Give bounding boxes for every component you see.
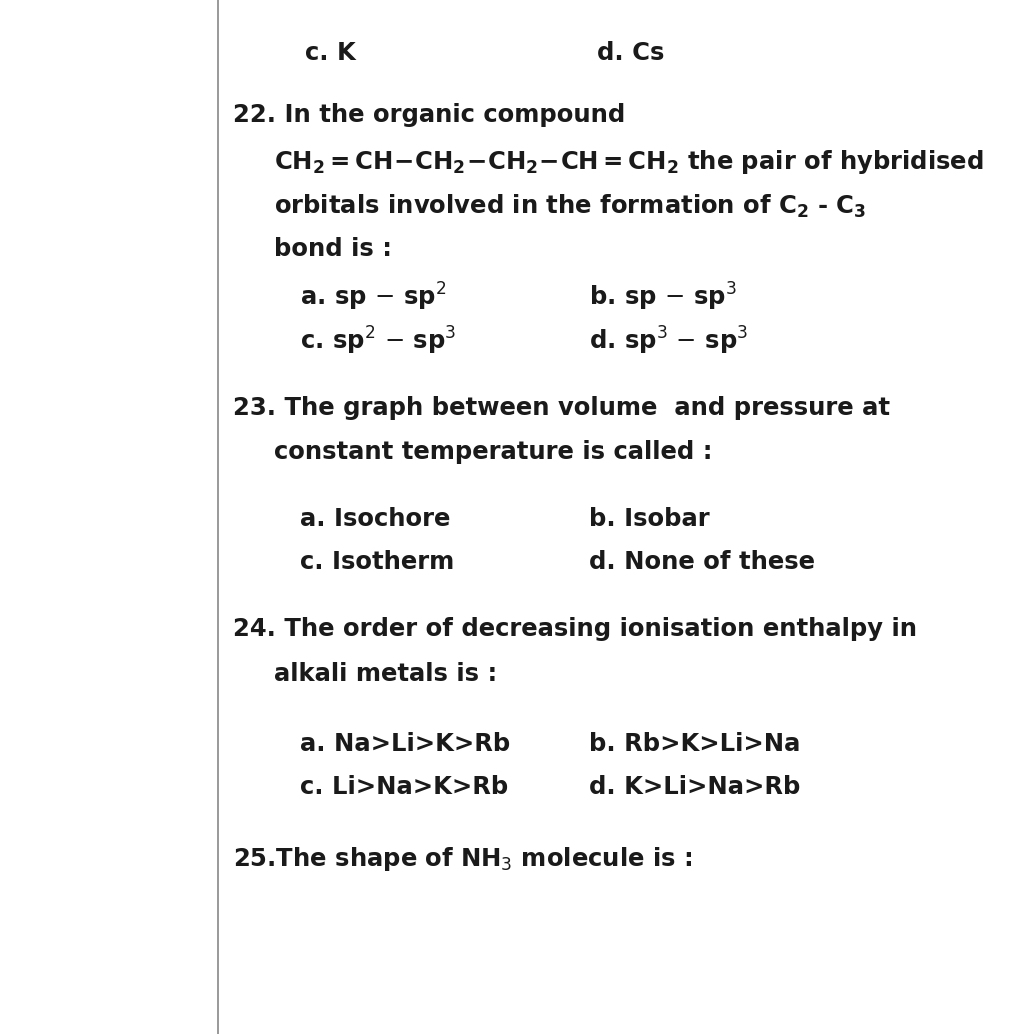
Text: constant temperature is called :: constant temperature is called :	[274, 440, 713, 464]
Text: c. sp$^2$ $-$ sp$^3$: c. sp$^2$ $-$ sp$^3$	[300, 325, 457, 357]
Text: d. sp$^3$ $-$ sp$^3$: d. sp$^3$ $-$ sp$^3$	[589, 325, 749, 357]
Text: d. K>Li>Na>Rb: d. K>Li>Na>Rb	[589, 776, 800, 799]
Text: bond is :: bond is :	[274, 237, 392, 261]
Text: 24. The order of decreasing ionisation enthalpy in: 24. The order of decreasing ionisation e…	[233, 617, 918, 641]
Text: c. Isotherm: c. Isotherm	[300, 550, 455, 574]
Text: orbitals involved in the formation of $\mathbf{C_2}$ - $\mathbf{C_3}$: orbitals involved in the formation of $\…	[274, 192, 866, 219]
Text: a. Na>Li>K>Rb: a. Na>Li>K>Rb	[300, 732, 510, 756]
Text: 23. The graph between volume  and pressure at: 23. The graph between volume and pressur…	[233, 396, 891, 420]
Text: d. Cs: d. Cs	[597, 41, 665, 65]
Text: 22. In the organic compound: 22. In the organic compound	[233, 103, 626, 127]
Text: a. Isochore: a. Isochore	[300, 507, 451, 530]
Text: $\mathbf{CH_2=CH\!-\!CH_2\!-\!CH_2\!-\!CH=CH_2}$ the pair of hybridised: $\mathbf{CH_2=CH\!-\!CH_2\!-\!CH_2\!-\!C…	[274, 148, 984, 176]
Text: c. Li>Na>K>Rb: c. Li>Na>K>Rb	[300, 776, 508, 799]
Text: b. Rb>K>Li>Na: b. Rb>K>Li>Na	[589, 732, 800, 756]
Text: b. sp $-$ sp$^3$: b. sp $-$ sp$^3$	[589, 281, 736, 313]
Text: a. sp $-$ sp$^2$: a. sp $-$ sp$^2$	[300, 281, 446, 313]
Text: 25.The shape of NH$_3$ molecule is :: 25.The shape of NH$_3$ molecule is :	[233, 845, 693, 873]
Text: d. None of these: d. None of these	[589, 550, 815, 574]
Text: alkali metals is :: alkali metals is :	[274, 662, 498, 686]
Text: b. Isobar: b. Isobar	[589, 507, 710, 530]
Text: c. K: c. K	[305, 41, 356, 65]
